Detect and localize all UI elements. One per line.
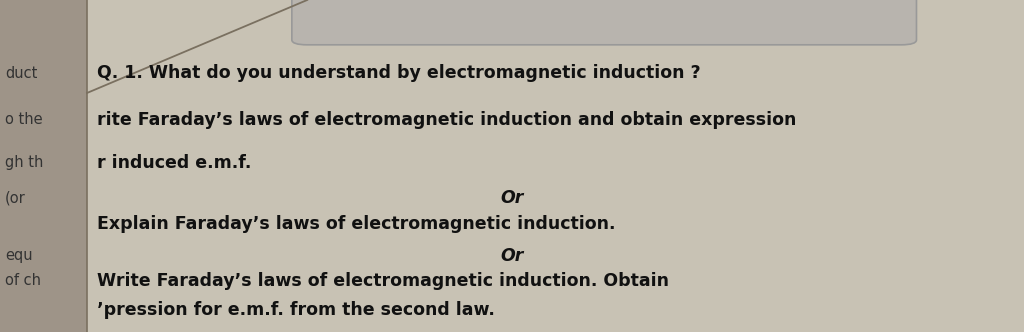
Text: gh th: gh th	[5, 155, 43, 170]
Text: Or: Or	[501, 189, 523, 207]
Text: equ: equ	[5, 248, 33, 263]
Text: Explain Faraday’s laws of electromagnetic induction.: Explain Faraday’s laws of electromagneti…	[97, 215, 615, 233]
Text: rite Faraday’s laws of electromagnetic induction and obtain expression: rite Faraday’s laws of electromagnetic i…	[97, 111, 797, 128]
Text: of ch: of ch	[5, 273, 41, 288]
Text: r induced e.m.f.: r induced e.m.f.	[97, 154, 252, 172]
Text: duct: duct	[5, 65, 38, 81]
Text: Or: Or	[501, 247, 523, 265]
Bar	[0, 0, 87, 332]
Text: o the: o the	[5, 112, 43, 127]
FancyBboxPatch shape	[292, 0, 916, 45]
Text: Q. 1. What do you understand by electromagnetic induction ?: Q. 1. What do you understand by electrom…	[97, 64, 700, 82]
Text: ’pression for e.m.f. from the second law.: ’pression for e.m.f. from the second law…	[97, 301, 496, 319]
Text: Write Faraday’s laws of electromagnetic induction. Obtain: Write Faraday’s laws of electromagnetic …	[97, 272, 670, 290]
Text: (or: (or	[5, 190, 26, 205]
